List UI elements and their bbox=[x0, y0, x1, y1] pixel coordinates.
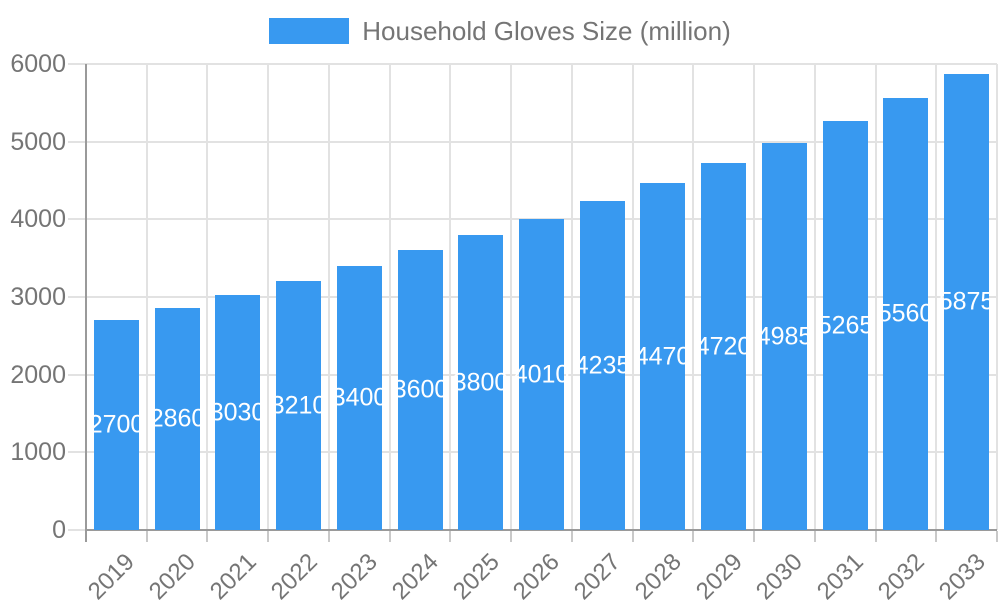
bar[interactable]: 3800 bbox=[453, 235, 508, 530]
bar-value-label: 2860 bbox=[149, 404, 206, 433]
y-axis-label: 4000 bbox=[10, 205, 66, 233]
y-gridline bbox=[68, 141, 997, 143]
x-tick-mark bbox=[692, 531, 694, 542]
bar-value-label: 5560 bbox=[877, 299, 934, 328]
x-axis-label: 2025 bbox=[447, 548, 505, 600]
y-axis-label: 3000 bbox=[10, 283, 66, 311]
y-axis-label: 2000 bbox=[10, 361, 66, 389]
x-axis-label: 2032 bbox=[872, 548, 930, 600]
x-axis-line bbox=[85, 529, 997, 531]
bar[interactable]: 4985 bbox=[757, 143, 812, 530]
x-gridline bbox=[146, 64, 148, 530]
x-axis-label: 2027 bbox=[568, 548, 626, 600]
legend-swatch bbox=[269, 18, 350, 44]
x-gridline bbox=[814, 64, 816, 530]
x-axis-label: 2030 bbox=[750, 548, 808, 600]
x-gridline bbox=[267, 64, 269, 530]
bar[interactable]: 4720 bbox=[696, 163, 751, 530]
bar[interactable]: 5875 bbox=[939, 74, 994, 530]
bar-value-label: 2700 bbox=[88, 410, 145, 439]
x-axis-label: 2020 bbox=[143, 548, 201, 600]
x-tick-mark bbox=[875, 531, 877, 542]
bar-value-label: 4720 bbox=[695, 332, 752, 360]
y-axis-label: 5000 bbox=[10, 128, 66, 156]
x-axis-label: 2033 bbox=[933, 548, 991, 600]
legend-label: Household Gloves Size (million) bbox=[362, 16, 731, 46]
y-axis-label: 0 bbox=[52, 516, 66, 544]
x-gridline bbox=[996, 64, 998, 530]
x-tick-mark bbox=[449, 531, 451, 542]
bar-value-label: 4470 bbox=[634, 342, 691, 370]
x-tick-mark bbox=[935, 531, 937, 542]
x-gridline bbox=[449, 64, 451, 530]
x-gridline bbox=[692, 64, 694, 530]
x-gridline bbox=[206, 64, 208, 530]
x-axis-label: 2031 bbox=[811, 548, 869, 600]
x-axis-label: 2029 bbox=[690, 548, 748, 600]
x-gridline bbox=[571, 64, 573, 530]
x-tick-mark bbox=[510, 531, 512, 542]
bar-value-label: 4010 bbox=[513, 360, 570, 388]
x-tick-mark bbox=[206, 531, 208, 542]
bar[interactable]: 3030 bbox=[210, 295, 265, 530]
bar[interactable]: 3600 bbox=[393, 250, 448, 530]
bar-value-label: 5875 bbox=[938, 287, 995, 316]
x-tick-mark bbox=[571, 531, 573, 542]
x-gridline bbox=[510, 64, 512, 530]
bar[interactable]: 5265 bbox=[818, 121, 873, 530]
x-gridline bbox=[753, 64, 755, 530]
x-tick-mark bbox=[267, 531, 269, 542]
x-gridline bbox=[389, 64, 391, 530]
bar-value-label: 3030 bbox=[209, 398, 266, 426]
bar-value-label: 5265 bbox=[817, 311, 874, 339]
x-axis-label: 2019 bbox=[82, 548, 140, 600]
y-gridline bbox=[68, 63, 997, 65]
y-tick-mark bbox=[68, 529, 86, 531]
x-tick-mark bbox=[389, 531, 391, 542]
x-tick-mark bbox=[996, 531, 998, 542]
bar-value-label: 4985 bbox=[756, 322, 813, 350]
bar-value-label: 3400 bbox=[331, 383, 388, 412]
x-tick-mark bbox=[146, 531, 148, 542]
bar[interactable]: 5560 bbox=[878, 98, 933, 530]
y-axis-label: 6000 bbox=[10, 50, 66, 78]
legend-item[interactable]: Household Gloves Size (million) bbox=[0, 17, 1000, 45]
x-gridline bbox=[632, 64, 634, 530]
x-axis-label: 2024 bbox=[386, 548, 444, 600]
bar[interactable]: 3210 bbox=[271, 281, 326, 530]
x-axis-label: 2021 bbox=[204, 548, 262, 600]
x-tick-mark bbox=[814, 531, 816, 542]
bar[interactable]: 2860 bbox=[150, 308, 205, 530]
x-axis-label: 2026 bbox=[507, 548, 565, 600]
x-gridline bbox=[875, 64, 877, 530]
bar-value-label: 4235 bbox=[574, 351, 631, 379]
x-gridline bbox=[328, 64, 330, 530]
bar-value-label: 3600 bbox=[392, 375, 449, 404]
x-gridline bbox=[935, 64, 937, 530]
bar[interactable]: 4235 bbox=[575, 201, 630, 530]
bar[interactable]: 3400 bbox=[332, 266, 387, 530]
x-axis-label: 2022 bbox=[265, 548, 323, 600]
x-tick-mark bbox=[632, 531, 634, 542]
bar[interactable]: 4010 bbox=[514, 219, 569, 530]
x-tick-mark bbox=[328, 531, 330, 542]
bar[interactable]: 2700 bbox=[89, 320, 144, 530]
x-tick-mark bbox=[753, 531, 755, 542]
y-axis-line bbox=[85, 64, 87, 542]
y-axis-label: 1000 bbox=[10, 438, 66, 466]
x-axis-label: 2028 bbox=[629, 548, 687, 600]
x-axis-label: 2023 bbox=[325, 548, 383, 600]
bar[interactable]: 4470 bbox=[635, 183, 690, 530]
bar-value-label: 3800 bbox=[452, 368, 509, 396]
bar-value-label: 3210 bbox=[270, 391, 327, 419]
